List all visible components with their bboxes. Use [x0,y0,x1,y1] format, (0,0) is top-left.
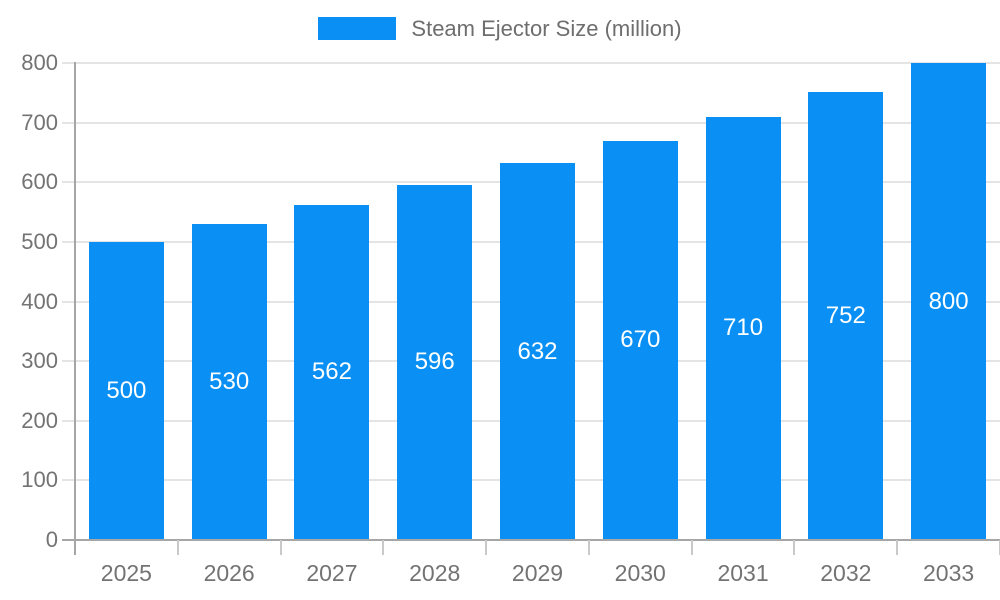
y-axis-tick-label: 100 [21,467,58,493]
x-axis-category-label: 2026 [203,560,255,586]
x-axis-tick [176,540,179,555]
x-axis-tick [793,540,796,555]
bar: 670 [602,140,678,540]
chart-legend: Steam Ejector Size (million) [0,17,1000,40]
x-axis-tick [279,540,282,555]
legend-label: Steam Ejector Size (million) [411,16,682,41]
x-axis-category-label: 2033 [923,560,975,586]
gridline [62,121,1000,124]
x-axis-tick [587,540,590,555]
x-axis-category-label: 2032 [820,560,872,586]
x-axis-tick [382,540,385,555]
x-axis-tick [485,540,488,555]
y-axis-tick-label: 300 [21,348,58,374]
bar: 800 [911,63,987,540]
bar: 530 [191,223,267,540]
y-axis-tick-label: 700 [21,109,58,135]
y-axis-tick-label: 800 [21,50,58,75]
x-axis-line [62,539,1000,541]
bar: 562 [294,204,370,540]
bar-value-label: 500 [106,376,147,404]
y-axis-line [74,62,76,555]
bar-value-label: 596 [414,348,455,376]
x-axis-tick [896,540,899,555]
bar: 596 [397,184,473,540]
y-axis-tick-label: 0 [45,527,58,552]
gridline [62,62,1000,64]
bar-value-label: 800 [928,287,969,315]
y-axis-tick-label: 500 [21,228,58,254]
bar: 710 [705,116,781,540]
x-axis-category-label: 2029 [511,560,564,586]
bar-value-label: 670 [620,326,661,354]
y-axis-tick-label: 400 [21,288,58,314]
x-axis-category-label: 2028 [409,560,461,586]
x-axis-category-label: 2031 [717,560,769,586]
bar-value-label: 530 [209,367,250,395]
x-axis-category-label: 2025 [100,560,152,586]
bar-value-label: 562 [311,358,352,386]
x-axis-category-label: 2030 [614,560,666,586]
bar-value-label: 632 [517,337,558,365]
bar-value-label: 752 [825,301,866,329]
y-axis-tick-label: 600 [21,169,58,195]
legend-swatch [318,17,397,40]
y-axis-tick-label: 200 [21,407,58,433]
bar: 500 [88,241,164,540]
bar-value-label: 710 [723,314,764,342]
bar: 752 [808,91,884,540]
bar: 632 [500,163,575,540]
x-axis-category-label: 2027 [306,560,358,586]
x-axis-tick [690,540,693,555]
